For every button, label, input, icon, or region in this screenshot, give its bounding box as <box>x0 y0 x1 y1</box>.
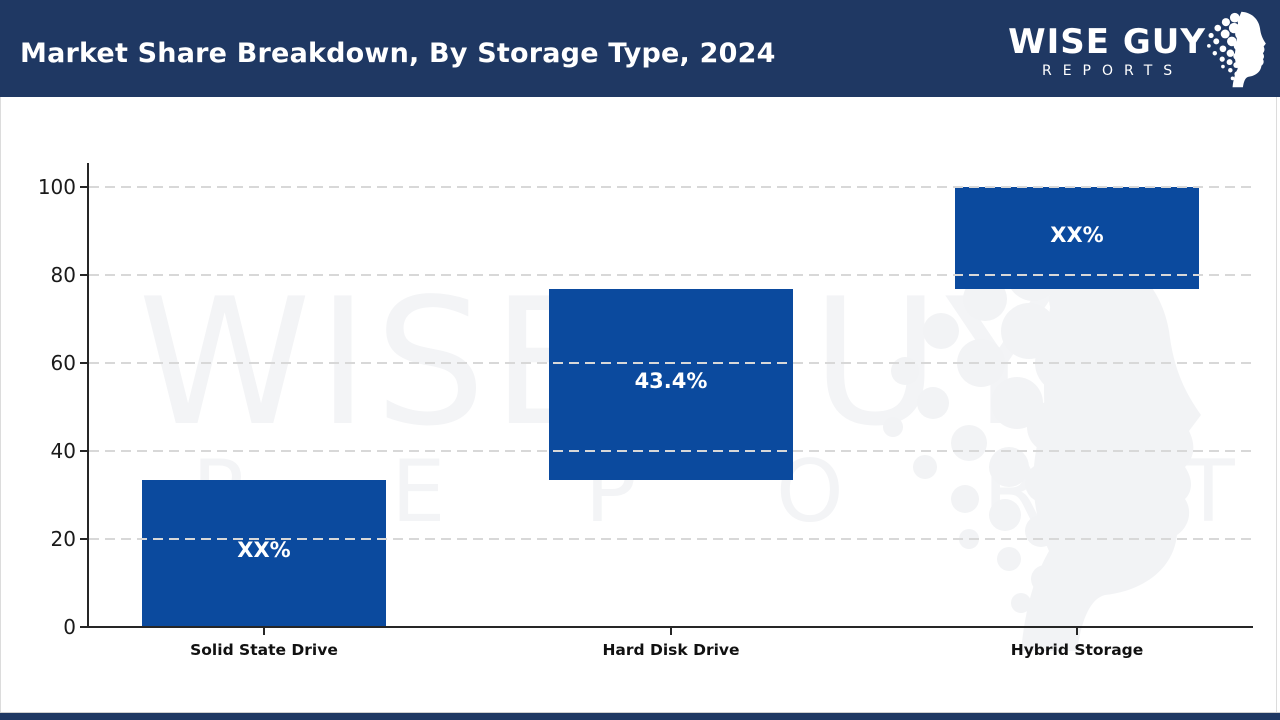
wiseguy-logo: WISE GUY REPORTS <box>1008 6 1280 92</box>
gridline-20 <box>89 537 1253 540</box>
watermark-head-icon <box>845 235 1245 675</box>
y-tick-40 <box>80 449 87 452</box>
y-tick-label: 40 <box>50 438 76 463</box>
x-category-label: Hard Disk Drive <box>602 641 740 659</box>
watermark-wiseguy-text: WISE GUY <box>138 262 1059 465</box>
bar-value-label: XX% <box>1050 222 1104 247</box>
y-tick-100 <box>80 185 87 188</box>
y-tick-60 <box>80 361 87 364</box>
y-tick-label: 100 <box>37 174 76 199</box>
gridline-100 <box>89 185 1253 188</box>
bar-segment <box>549 288 793 480</box>
x-tick <box>670 627 672 635</box>
footer-bar <box>0 713 1280 720</box>
chart-title: Market Share Breakdown, By Storage Type,… <box>20 38 776 69</box>
logo-head-icon <box>1200 10 1274 92</box>
y-axis-spine <box>87 163 89 628</box>
x-tick <box>263 627 265 635</box>
left-border <box>0 97 1 712</box>
y-tick-label: 20 <box>50 526 76 551</box>
gridline-60 <box>89 361 1253 364</box>
y-tick-20 <box>80 537 87 540</box>
bar-segment <box>955 186 1199 289</box>
right-border <box>1276 97 1277 712</box>
watermark: WISE GUY R E P O R T S <box>0 97 1280 712</box>
header-bar: Market Share Breakdown, By Storage Type,… <box>0 0 1280 97</box>
y-tick-80 <box>80 273 87 276</box>
x-category-label: Solid State Drive <box>190 641 338 659</box>
y-tick-0 <box>80 625 87 628</box>
y-tick-label: 80 <box>50 262 76 287</box>
y-tick-label: 0 <box>63 614 76 639</box>
footer-hairline <box>0 712 1280 713</box>
watermark-reports-text: R E P O R T S <box>192 442 1280 542</box>
x-category-label: Hybrid Storage <box>1010 641 1144 659</box>
y-tick-label: 60 <box>50 350 76 375</box>
logo-reports-text: REPORTS <box>1041 63 1184 79</box>
x-tick <box>1076 627 1078 635</box>
x-axis-spine <box>87 625 1253 628</box>
logo-text: WISE GUY REPORTS <box>1008 22 1206 79</box>
bar-value-label: 43.4% <box>634 369 708 394</box>
bar-segment <box>142 479 386 627</box>
gridline-40 <box>89 449 1253 452</box>
gridline-80 <box>89 273 1253 276</box>
bar-value-label: XX% <box>237 538 291 563</box>
logo-wiseguy-text: WISE GUY <box>1008 22 1206 62</box>
